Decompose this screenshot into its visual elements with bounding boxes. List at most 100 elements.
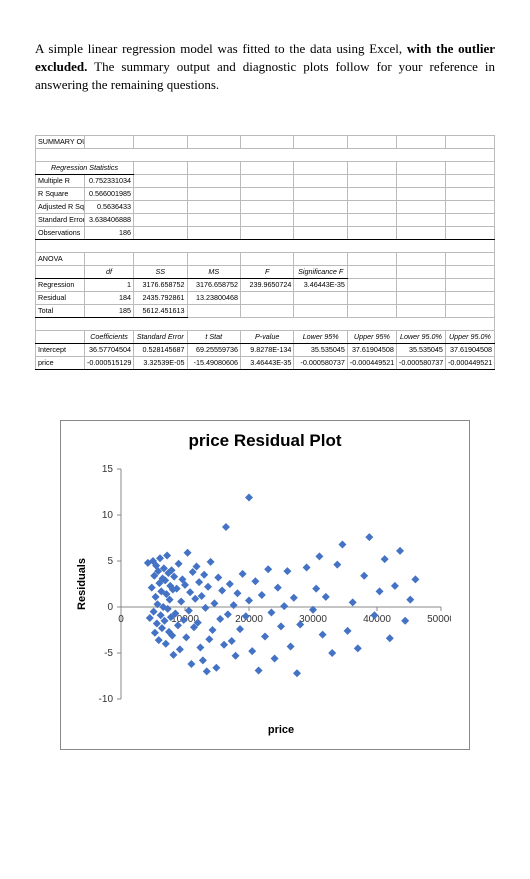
- cell: [294, 161, 347, 174]
- cell: df: [85, 265, 134, 278]
- cell: [36, 265, 85, 278]
- cell: -0.000580737: [396, 356, 445, 369]
- cell: -0.000580737: [294, 356, 347, 369]
- svg-text:5: 5: [107, 556, 113, 567]
- cell: Lower 95.0%: [396, 330, 445, 343]
- cell: 37.61904508: [445, 343, 494, 356]
- cell: Adjusted R Square: [36, 200, 85, 213]
- svg-text:10: 10: [102, 510, 114, 521]
- cell: 13.23800468: [187, 291, 240, 304]
- cell: 0.528145687: [134, 343, 187, 356]
- cell: [347, 161, 396, 174]
- cell: [187, 252, 240, 265]
- cell: Regression: [36, 278, 85, 291]
- cell: [294, 174, 347, 187]
- cell: [445, 291, 494, 304]
- cell: 36.57704504: [85, 343, 134, 356]
- cell: [187, 200, 240, 213]
- cell: [347, 291, 396, 304]
- cell: [134, 252, 187, 265]
- cell: Coefficients: [85, 330, 134, 343]
- cell: [240, 213, 293, 226]
- cell: [396, 200, 445, 213]
- cell: Upper 95%: [347, 330, 396, 343]
- svg-text:price: price: [268, 724, 294, 736]
- cell: [294, 213, 347, 226]
- cell: [187, 226, 240, 239]
- svg-text:-5: -5: [104, 648, 113, 659]
- cell: [134, 226, 187, 239]
- cell: Regression Statistics: [36, 161, 134, 174]
- cell: 9.8278E-134: [240, 343, 293, 356]
- svg-text:0: 0: [118, 614, 124, 625]
- cell: 0.566001985: [85, 187, 134, 200]
- svg-text:-10: -10: [99, 694, 114, 705]
- cell: 3.32539E-05: [134, 356, 187, 369]
- cell: -0.000515129: [85, 356, 134, 369]
- cell: [134, 174, 187, 187]
- cell: 1: [85, 278, 134, 291]
- cell: [445, 200, 494, 213]
- cell: [445, 226, 494, 239]
- cell: -0.000449521: [347, 356, 396, 369]
- chart-title: price Residual Plot: [71, 431, 459, 451]
- cell: [36, 148, 495, 161]
- cell: [347, 226, 396, 239]
- cell: [294, 291, 347, 304]
- cell: [36, 330, 85, 343]
- cell: R Square: [36, 187, 85, 200]
- cell: [347, 200, 396, 213]
- cell: [134, 135, 187, 148]
- cell: [240, 304, 293, 317]
- intro-paragraph: A simple linear regression model was fit…: [35, 40, 495, 95]
- cell: [294, 135, 347, 148]
- cell: Significance F: [294, 265, 347, 278]
- cell: [187, 304, 240, 317]
- cell: Observations: [36, 226, 85, 239]
- cell: F: [240, 265, 293, 278]
- cell: Total: [36, 304, 85, 317]
- cell: ANOVA: [36, 252, 85, 265]
- cell: [187, 161, 240, 174]
- cell: [396, 213, 445, 226]
- cell: [134, 161, 187, 174]
- cell: [36, 239, 495, 252]
- cell: [347, 187, 396, 200]
- cell: [240, 135, 293, 148]
- cell: Standard Error: [36, 213, 85, 226]
- cell: 185: [85, 304, 134, 317]
- residual-scatter-plot: -10-505101501000020000300004000050000Res…: [71, 459, 451, 739]
- cell: Lower 95%: [294, 330, 347, 343]
- cell: [294, 304, 347, 317]
- cell: [240, 226, 293, 239]
- cell: [294, 252, 347, 265]
- cell: [187, 187, 240, 200]
- cell: [396, 187, 445, 200]
- cell: [240, 174, 293, 187]
- cell: [240, 200, 293, 213]
- cell: Upper 95.0%: [445, 330, 494, 343]
- cell: [294, 200, 347, 213]
- cell: [445, 174, 494, 187]
- cell: [445, 304, 494, 317]
- cell: [396, 291, 445, 304]
- residual-plot-container: price Residual Plot -10-5051015010000200…: [60, 420, 470, 750]
- cell: 0.5636433: [85, 200, 134, 213]
- cell: [396, 278, 445, 291]
- cell: [396, 252, 445, 265]
- cell: t Stat: [187, 330, 240, 343]
- cell: [445, 252, 494, 265]
- cell: 3.638406888: [85, 213, 134, 226]
- svg-text:Residuals: Residuals: [76, 558, 88, 610]
- cell: -15.49080606: [187, 356, 240, 369]
- cell: 186: [85, 226, 134, 239]
- svg-text:30000: 30000: [299, 614, 327, 625]
- cell: 0.752331034: [85, 174, 134, 187]
- cell: [240, 187, 293, 200]
- cell: 3.46443E-35: [294, 278, 347, 291]
- svg-text:15: 15: [102, 464, 114, 475]
- cell: 3176.658752: [187, 278, 240, 291]
- cell: 35.535045: [294, 343, 347, 356]
- cell: [134, 200, 187, 213]
- cell: [347, 252, 396, 265]
